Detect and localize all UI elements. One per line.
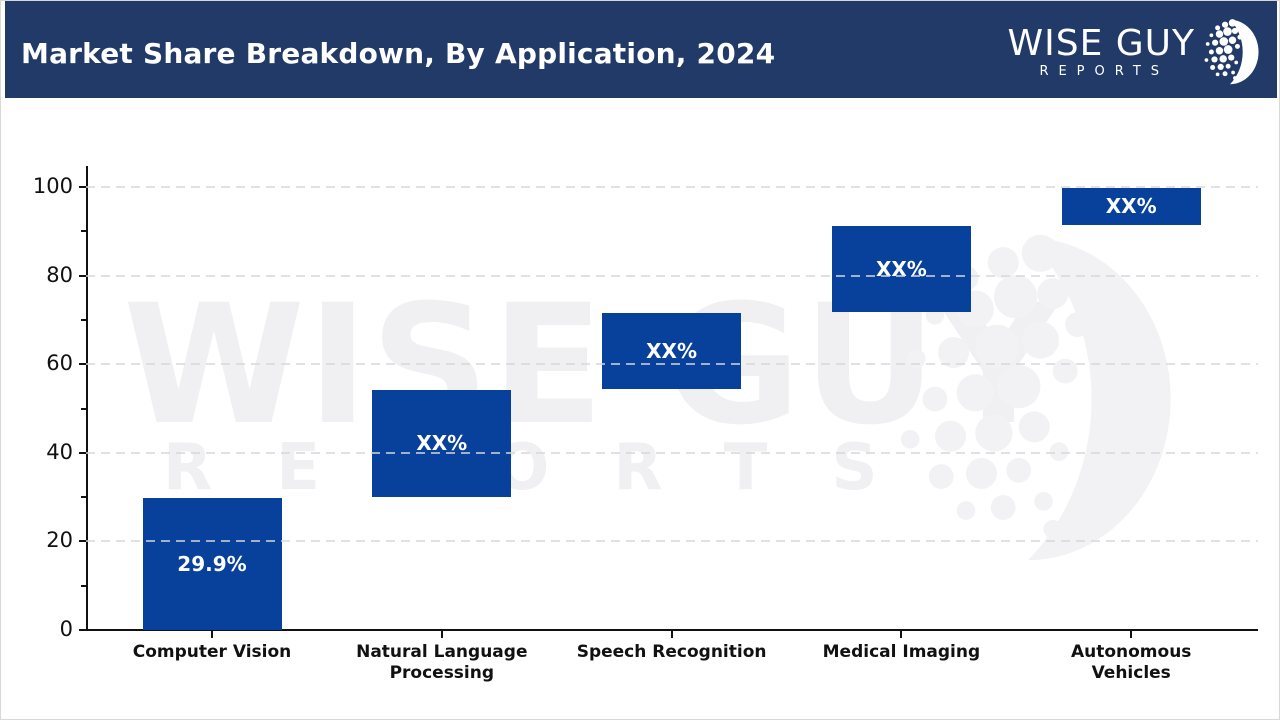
wiseguy-logo-text: WISE GUY REPORTS (1007, 22, 1196, 79)
y-gridline (86, 540, 1258, 543)
y-gridline (86, 451, 1258, 454)
y-tick (79, 540, 86, 543)
bar-natural-language-processing: XX% (372, 389, 512, 498)
y-tick (79, 274, 86, 277)
bar-medical-imaging: XX% (831, 225, 971, 312)
wiseguy-logo: WISE GUY REPORTS (1008, 8, 1262, 92)
watermark-subtitle: REPORTS (163, 431, 942, 505)
y-tick-label: 20 (46, 528, 73, 553)
y-gridline (86, 274, 1258, 277)
bar-autonomous-vehicles: XX% (1061, 187, 1201, 225)
y-axis-line (86, 166, 88, 631)
y-tick-label: 80 (46, 262, 73, 287)
y-minor-tick (81, 230, 86, 233)
x-tick (900, 631, 903, 638)
x-category-label: Computer Vision (132, 642, 292, 662)
y-minor-tick (81, 407, 86, 410)
y-tick (79, 451, 86, 454)
y-tick (79, 363, 86, 366)
bar-value-label: XX% (646, 338, 698, 363)
y-minor-tick (81, 496, 86, 499)
bar-computer-vision: 29.9% (142, 497, 282, 630)
bar-value-label: XX% (875, 256, 927, 281)
chart-title: Market Share Breakdown, By Application, … (21, 37, 776, 70)
y-tick-label: 0 (59, 617, 73, 641)
x-category-label: Natural Language Processing (356, 642, 528, 684)
bar-value-label: 29.9% (177, 551, 247, 576)
x-tick (670, 631, 673, 638)
x-category-label: Speech Recognition (576, 642, 767, 662)
x-tick (1130, 631, 1133, 638)
bar-value-label: XX% (416, 431, 468, 456)
x-axis-line (86, 629, 1258, 631)
x-tick (211, 631, 213, 638)
y-gridline (86, 186, 1258, 188)
logo-subtitle: REPORTS (1039, 63, 1170, 79)
x-tick (440, 631, 443, 638)
logo-wordmark: WISE GUY (1007, 22, 1195, 64)
x-category-label: Autonomous Vehicles (1070, 642, 1192, 684)
y-tick (79, 629, 86, 631)
y-tick-label: 40 (46, 439, 73, 464)
y-tick (79, 186, 86, 188)
y-tick-label: 60 (46, 351, 73, 376)
x-category-label: Medical Imaging (822, 642, 981, 662)
bar-value-label: XX% (1105, 194, 1157, 219)
y-minor-tick (81, 318, 86, 321)
y-tick-label: 100 (32, 174, 73, 198)
header-bar: Market Share Breakdown, By Application, … (5, 1, 1277, 98)
bar-speech-recognition: XX% (602, 313, 742, 389)
y-minor-tick (81, 584, 86, 587)
y-gridline (86, 363, 1258, 366)
